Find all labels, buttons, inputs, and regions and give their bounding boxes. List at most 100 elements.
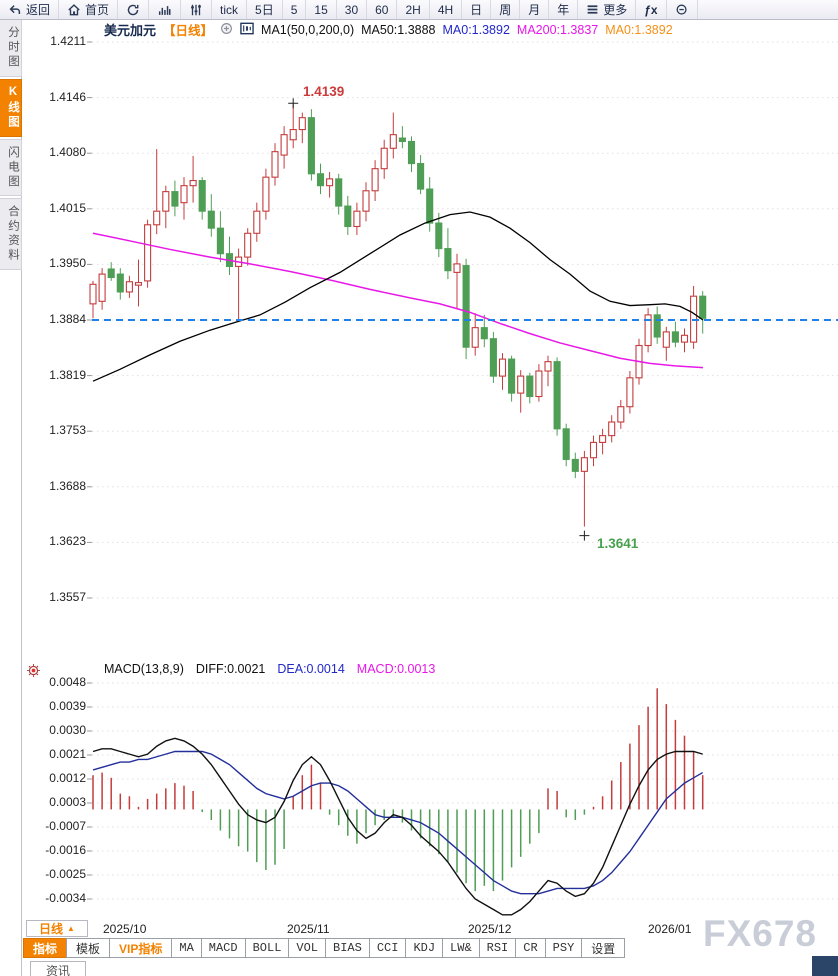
candle-body xyxy=(498,358,507,377)
toolbar-item-5d[interactable]: 5日 xyxy=(247,0,283,19)
period-dropdown-button[interactable]: 日线 ▲ xyxy=(26,920,88,937)
macd-chart-area[interactable] xyxy=(90,680,838,920)
tab-macd[interactable]: MACD xyxy=(200,938,246,958)
toolbar-item-refresh[interactable] xyxy=(118,0,150,19)
toolbar-item-4h[interactable]: 4H xyxy=(430,0,463,19)
toolbar-item-zoom-out[interactable] xyxy=(667,0,698,19)
volume-sliders-icon xyxy=(189,3,203,17)
candle-body xyxy=(626,377,634,408)
candle-body xyxy=(580,457,588,472)
x-axis-label: 2025/12 xyxy=(468,922,512,936)
candle-body xyxy=(571,458,579,472)
tab-vol[interactable]: VOL xyxy=(288,938,327,958)
macd-header-row: MACD(13,8,9) DIFF:0.0021 DEA:0.0014 MACD… xyxy=(104,661,435,677)
macd-dea-value: DEA:0.0014 xyxy=(277,662,345,676)
macd-axis-label: -0.0007 xyxy=(45,819,86,833)
chart-type-icon[interactable] xyxy=(240,22,254,38)
tab-settings[interactable]: 设置 xyxy=(581,938,626,958)
toolbar-item-2h[interactable]: 2H xyxy=(397,0,430,19)
candle-body xyxy=(198,180,206,212)
tab-templates[interactable]: 模板 xyxy=(66,938,111,958)
candle-body xyxy=(617,406,625,423)
sidebar-item-kline-chart[interactable]: K线图 xyxy=(0,78,22,137)
candle-body xyxy=(662,331,670,348)
sidebar-item-flash-chart[interactable]: 闪电图 xyxy=(0,138,22,196)
toolbar-item-60m[interactable]: 60 xyxy=(367,0,398,19)
circle-plus-icon[interactable] xyxy=(220,22,233,38)
macd-settings-icon[interactable] xyxy=(26,663,41,683)
candle-body xyxy=(480,327,488,340)
tab-cr[interactable]: CR xyxy=(515,938,546,958)
candle-body xyxy=(589,441,598,459)
toolbar-item-yearly[interactable]: 年 xyxy=(549,0,579,19)
sidebar-item-time-chart[interactable]: 分时图 xyxy=(0,19,22,77)
ma50-value: MA50:1.3888 xyxy=(361,22,436,37)
tab-bias[interactable]: BIAS xyxy=(325,938,370,958)
tab-rsi[interactable]: RSI xyxy=(478,938,517,958)
tab-vip-indicators[interactable]: VIP指标 xyxy=(109,938,173,958)
candle-body xyxy=(380,147,388,170)
toolbar-item-fx[interactable]: ƒx xyxy=(636,0,667,19)
price-axis-label: 1.3623 xyxy=(49,534,86,549)
candle-body xyxy=(407,140,416,165)
candle-body xyxy=(680,334,689,343)
toolbar-item-label: 返回 xyxy=(26,3,51,17)
ma0-blue-value: MA0:1.3892 xyxy=(442,22,510,37)
tab-boll[interactable]: BOLL xyxy=(244,938,290,958)
price-chart-area[interactable] xyxy=(90,40,838,600)
tab-indicators[interactable]: 指标 xyxy=(23,938,68,958)
tab-psy[interactable]: PSY xyxy=(544,938,583,958)
price-axis-label: 1.4015 xyxy=(49,200,86,215)
sidebar-item-contract-info[interactable]: 合约资料 xyxy=(0,198,22,270)
tab-cci[interactable]: CCI xyxy=(368,938,407,958)
ma-settings-label: MA1(50,0,200,0) xyxy=(261,22,355,37)
toolbar-item-15m[interactable]: 15 xyxy=(306,0,337,19)
period-dropdown-label: 日线 xyxy=(39,922,64,936)
toolbar-item-home[interactable]: 首页 xyxy=(59,0,119,19)
toolbar-item-label: 60 xyxy=(375,2,389,17)
toolbar-item-label: 5日 xyxy=(255,3,274,17)
toolbar-item-indicator-adjust[interactable] xyxy=(181,0,213,19)
fx678-watermark: FX678 xyxy=(703,913,818,954)
low-annotation: 1.3641 xyxy=(597,536,639,551)
candle-body xyxy=(89,283,97,305)
toolbar-item-weekly[interactable]: 周 xyxy=(491,0,521,19)
candle-body xyxy=(389,134,397,149)
ma50-line xyxy=(92,211,704,382)
toolbar-item-back[interactable]: 返回 xyxy=(0,0,60,19)
tab-news[interactable]: 资讯 xyxy=(30,961,86,976)
toolbar-item-chart-style[interactable] xyxy=(149,0,182,19)
toolbar-item-label: 更多 xyxy=(603,3,628,17)
toolbar-item-monthly[interactable]: 月 xyxy=(520,0,550,19)
toolbar-item-tick[interactable]: tick xyxy=(212,0,248,19)
dea-line xyxy=(92,750,704,895)
triangle-up-icon: ▲ xyxy=(67,923,75,933)
toolbar-item-label: 15 xyxy=(314,2,328,17)
price-axis-label: 1.4211 xyxy=(50,34,86,48)
candle-body xyxy=(362,190,370,212)
toolbar-item-label: 年 xyxy=(557,3,570,17)
candle-body xyxy=(189,180,197,187)
candle-body xyxy=(344,205,352,228)
candle-body xyxy=(207,210,215,229)
toolbar-item-more[interactable]: 更多 xyxy=(578,0,637,19)
tab-lw[interactable]: LW& xyxy=(442,938,480,958)
tab-ma[interactable]: MA xyxy=(171,938,202,958)
toolbar-item-label: 30 xyxy=(344,2,359,17)
candle-body xyxy=(307,117,315,175)
price-axis-label: 1.3753 xyxy=(49,423,86,438)
macd-title: MACD(13,8,9) xyxy=(104,662,184,676)
candle-body xyxy=(289,129,297,141)
back-arrow-icon xyxy=(8,3,22,17)
toolbar-item-daily[interactable]: 日 xyxy=(462,0,492,19)
toolbar-item-5m[interactable]: 5 xyxy=(283,0,307,19)
toolbar-item-30m[interactable]: 30 xyxy=(337,0,368,19)
top-toolbar: 返回 首页 tick 5日 5 15 30 60 2H 4H 日 周 月 年 更多 ƒx xyxy=(0,0,838,20)
candle-body xyxy=(517,375,525,394)
x-axis-label: 2025/11 xyxy=(287,922,330,936)
candle-body xyxy=(599,435,607,443)
macd-macd-value: MACD:0.0013 xyxy=(356,662,436,676)
tab-kdj[interactable]: KDJ xyxy=(405,938,444,958)
macd-axis-label: -0.0034 xyxy=(45,891,86,905)
